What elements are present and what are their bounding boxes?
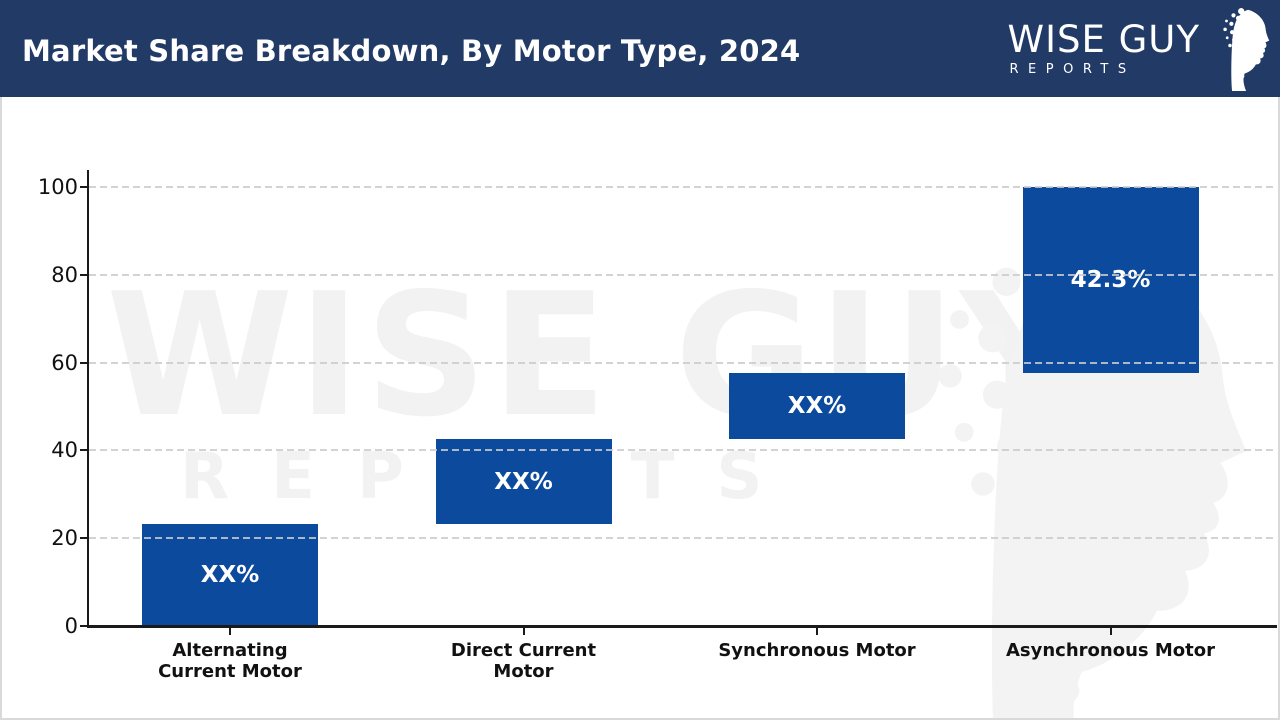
x-tick-mark-1: [229, 628, 231, 635]
bar-2: XX%: [435, 438, 612, 525]
bar-value-label-4: 42.3%: [1070, 266, 1151, 293]
gridline-y-100: [89, 186, 1277, 188]
y-axis-line: [87, 170, 89, 628]
y-tick-label-80: 80: [51, 262, 78, 287]
dotted-head-icon: [1223, 7, 1270, 91]
y-tick-label-0: 0: [64, 614, 78, 638]
chart-title: Market Share Breakdown, By Motor Type, 2…: [22, 33, 801, 68]
x-tick-mark-4: [1109, 628, 1112, 635]
x-category-label-1: Alternating Current Motor: [158, 640, 302, 682]
y-tick-mark-40: [80, 449, 88, 452]
gridline-y-20: [89, 537, 1277, 540]
bar-1: XX%: [142, 524, 318, 626]
watermark-wordmark: WISE GUY: [106, 257, 1088, 455]
bar-value-label-2: XX%: [494, 468, 553, 495]
bar-3: XX%: [729, 372, 905, 439]
bar-value-label-1: XX%: [200, 562, 260, 589]
y-tick-mark-100: [80, 186, 88, 188]
gridline-y-40: [89, 449, 1277, 452]
x-tick-mark-2: [522, 628, 525, 635]
y-tick-label-60: 60: [51, 350, 78, 375]
y-tick-mark-20: [80, 537, 88, 540]
y-tick-label-40: 40: [51, 438, 78, 463]
y-tick-label-20: 20: [51, 526, 78, 551]
x-category-label-2: Direct Current Motor: [450, 640, 597, 682]
x-axis-line: [87, 625, 1277, 628]
y-tick-label-100: 100: [37, 175, 78, 199]
gridline-y-60: [89, 361, 1277, 364]
page-border-left: [0, 97, 2, 720]
page-border-bottom: [0, 718, 1280, 720]
x-category-label-4: Asynchronous Motor: [1005, 640, 1216, 661]
wise-guy-reports-logo: WISE GUY REPORTS: [1008, 0, 1272, 97]
x-category-label-3: Synchronous Motor: [718, 640, 916, 661]
logo-text: WISE GUY REPORTS: [1007, 17, 1200, 77]
y-tick-mark-60: [80, 361, 88, 364]
y-tick-mark-80: [80, 273, 88, 276]
page-border-right: [1278, 97, 1280, 720]
gridline-y-80: [89, 273, 1277, 276]
bar-4: 42.3%: [1022, 187, 1199, 373]
logo-subtitle: REPORTS: [1009, 61, 1136, 77]
bar-value-label-3: XX%: [787, 392, 847, 419]
logo-wordmark: WISE GUY: [1007, 17, 1200, 61]
y-tick-mark-0: [80, 625, 88, 627]
header-band: Market Share Breakdown, By Motor Type, 2…: [0, 0, 1280, 97]
x-tick-mark-3: [816, 628, 818, 635]
